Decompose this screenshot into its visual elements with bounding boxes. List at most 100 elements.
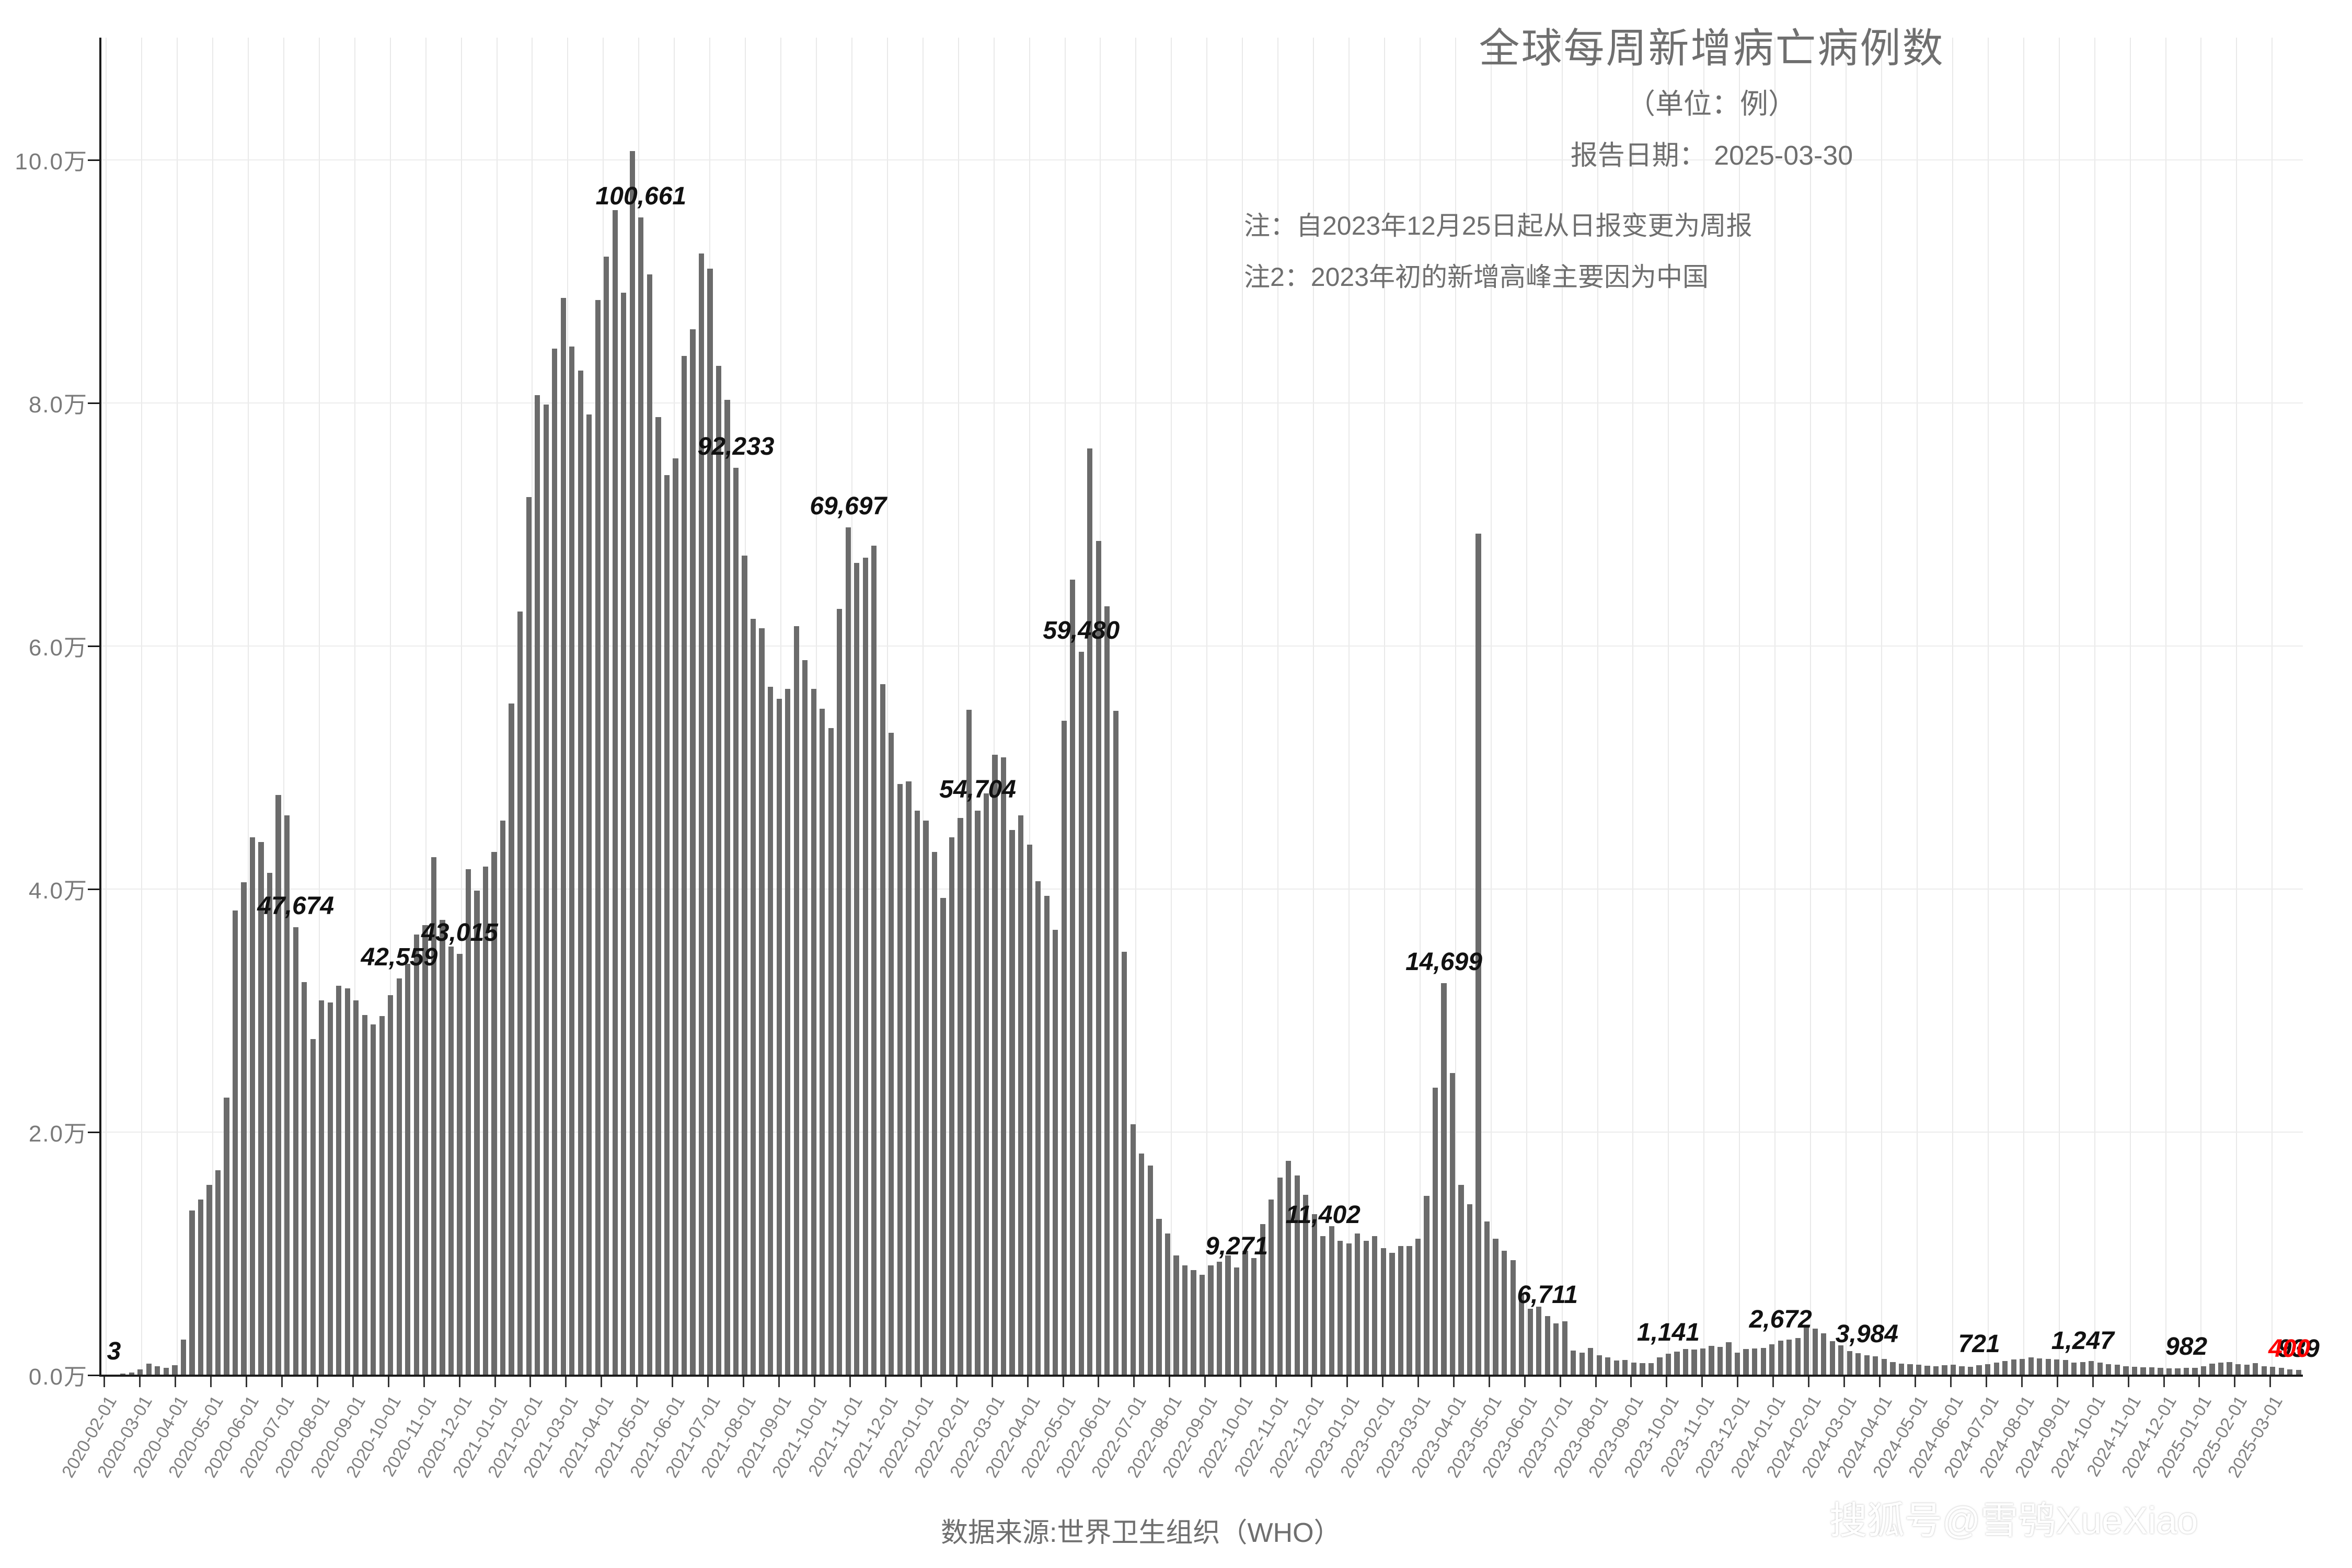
bar [1726, 1342, 1732, 1375]
gridline-vertical [2236, 38, 2238, 1375]
bar [1303, 1194, 1309, 1375]
bar [1562, 1321, 1567, 1375]
bar [258, 842, 264, 1375]
bar [267, 872, 273, 1375]
bar [362, 1014, 367, 1375]
bar [1311, 1214, 1317, 1375]
bar [1320, 1236, 1326, 1375]
bar [1985, 1364, 1991, 1375]
bar [293, 927, 298, 1375]
gridline-vertical [1383, 38, 1385, 1375]
bar [707, 268, 713, 1375]
bar [215, 1170, 221, 1375]
bar [2175, 1368, 2181, 1375]
bar [595, 300, 601, 1375]
bar [1415, 1238, 1421, 1375]
gridline-vertical [993, 38, 995, 1375]
bar [1122, 951, 1127, 1375]
bar [163, 1367, 169, 1375]
bar [776, 699, 782, 1375]
bar [310, 1039, 316, 1375]
x-axis-tick-mark [1843, 1377, 1846, 1387]
bar [845, 527, 851, 1375]
bar [1424, 1196, 1429, 1375]
bar [1000, 757, 1007, 1375]
x-axis-tick-mark [955, 1377, 958, 1387]
watermark: 搜狐号@雪鸮XueXiao [1829, 1500, 2198, 1542]
bar [1631, 1362, 1636, 1375]
bar [388, 995, 394, 1375]
x-axis-tick-mark [672, 1377, 674, 1387]
data-labels: 3 47,674 42,559 43,015 100,661 92,233 69,697 54… [101, 38, 2320, 1375]
bar [1812, 1328, 1818, 1375]
bar [1967, 1366, 1974, 1375]
gridline-vertical [2129, 38, 2131, 1375]
data-point-label: 43,015 [421, 919, 498, 947]
data-point-label: 42,559 [361, 943, 438, 971]
gridline-vertical [425, 38, 426, 1375]
gridline-horizontal [101, 402, 2303, 403]
bar [2296, 1369, 2301, 1375]
bar [2218, 1363, 2224, 1375]
gridline-vertical [1490, 38, 1492, 1375]
bar [2227, 1362, 2232, 1375]
x-axis-tick-mark [1595, 1377, 1597, 1387]
bar [1493, 1238, 1498, 1375]
bar [1156, 1219, 1162, 1375]
bar [871, 546, 877, 1375]
gridline-vertical [248, 38, 249, 1375]
x-axis-tick-mark [2198, 1377, 2200, 1387]
gridline-vertical [2200, 38, 2202, 1375]
x-axis-tick-mark [1204, 1377, 1206, 1387]
bar [1976, 1365, 1982, 1375]
bar [249, 837, 256, 1375]
bar [1778, 1340, 1783, 1375]
page-title: 全球每周新增病亡病例数 [1479, 25, 1945, 71]
bar [2209, 1364, 2215, 1375]
bar [2123, 1366, 2129, 1375]
bar [811, 689, 816, 1375]
bar [1829, 1341, 1835, 1375]
x-axis-tick-mark [458, 1377, 460, 1387]
gridline-vertical [1881, 38, 1883, 1375]
bar [1544, 1316, 1550, 1375]
bar [1087, 448, 1093, 1375]
x-axis-tick-mark [175, 1377, 177, 1387]
bar [1044, 895, 1050, 1375]
data-point-label: 9,271 [1205, 1232, 1269, 1261]
bar [1173, 1255, 1179, 1375]
data-point-label: 92,233 [697, 433, 775, 461]
bar [949, 837, 955, 1375]
bar [1907, 1364, 1913, 1375]
gridline-vertical [1561, 38, 1563, 1375]
bar [664, 475, 670, 1375]
bar [889, 733, 894, 1375]
bar [698, 253, 705, 1375]
bar [1579, 1353, 1585, 1375]
bar [2140, 1367, 2146, 1375]
bar [1432, 1088, 1438, 1375]
bar [1700, 1348, 1706, 1375]
bar [509, 704, 514, 1375]
bar [604, 256, 609, 1375]
bar [2045, 1359, 2051, 1375]
bar [2054, 1359, 2060, 1375]
x-axis-tick-mark [991, 1377, 993, 1387]
bar [2028, 1357, 2034, 1375]
data-point-label: 982 [2165, 1332, 2208, 1361]
x-axis-tick-mark [352, 1377, 354, 1387]
bar [120, 1374, 126, 1375]
gridline-vertical [1703, 38, 1705, 1375]
bar [146, 1364, 152, 1375]
bar [232, 910, 238, 1375]
bar [1053, 929, 1058, 1375]
bar [1363, 1241, 1369, 1375]
data-point-label: 2,672 [1749, 1305, 1812, 1333]
gridline-vertical [177, 38, 178, 1375]
x-axis-tick-mark [565, 1377, 567, 1387]
bar [828, 728, 834, 1375]
bar [2002, 1361, 2008, 1375]
x-axis-tick-mark [884, 1377, 886, 1387]
bar [1449, 1073, 1456, 1375]
bar [1475, 533, 1481, 1375]
